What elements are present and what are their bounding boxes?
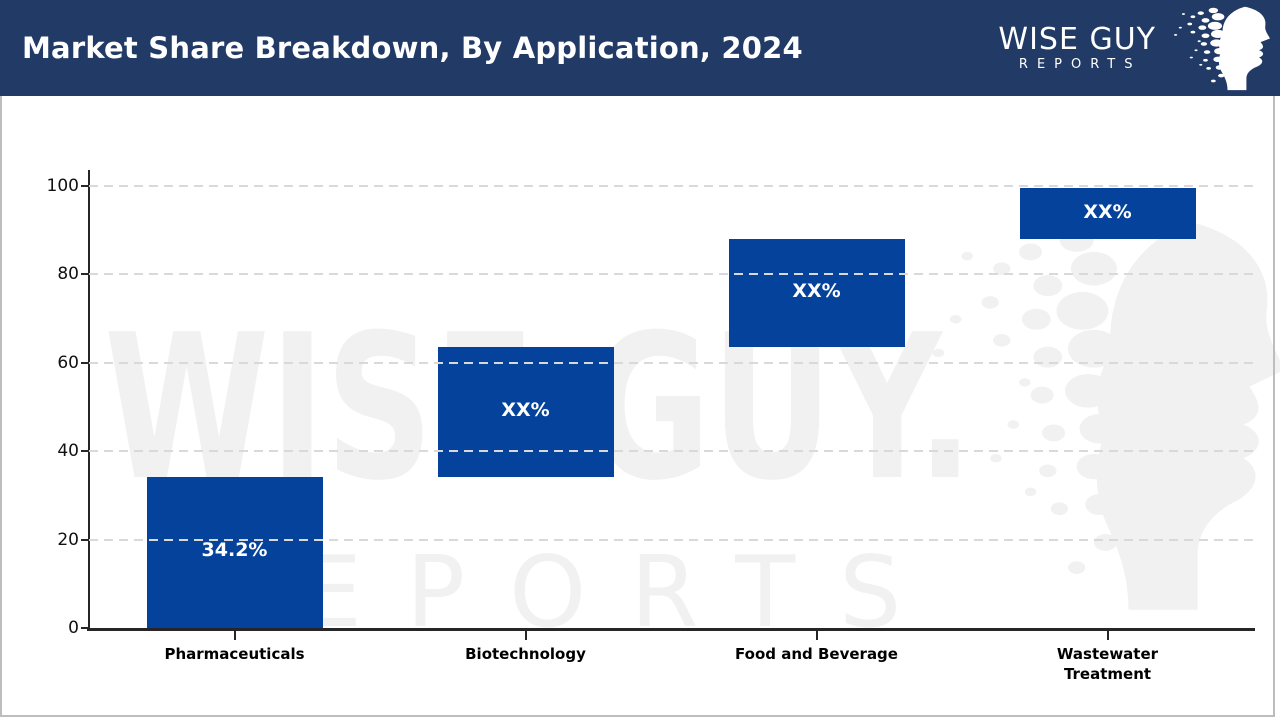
face-profile-icon xyxy=(1174,6,1270,91)
brand-logo: WISE GUY REPORTS xyxy=(998,0,1270,96)
y-tick-label-100: 100 xyxy=(46,176,79,196)
y-tick-label-60: 60 xyxy=(57,352,79,373)
header-bar: Market Share Breakdown, By Application, … xyxy=(0,0,1280,96)
y-tick-mark-80 xyxy=(81,273,89,276)
bar-value-label-0: 34.2% xyxy=(201,539,268,562)
gridline-80 xyxy=(89,273,1253,276)
bar-value-label-2: XX% xyxy=(792,280,841,303)
page-title: Market Share Breakdown, By Application, … xyxy=(22,31,803,65)
gridline-100 xyxy=(89,185,1253,187)
gridline-60 xyxy=(89,361,1253,364)
x-tick-mark-3 xyxy=(1106,631,1109,640)
bar-segment-2 xyxy=(728,239,905,348)
y-tick-mark-0 xyxy=(81,627,89,629)
x-tick-mark-0 xyxy=(233,631,236,640)
y-tick-label-20: 20 xyxy=(57,529,79,550)
x-category-label-0: Pharmaceuticals xyxy=(164,645,305,663)
chart-area: WISE GUY. REPORTS 0 20 40 60 80 100 34.2% Pharm… xyxy=(0,96,1280,720)
y-axis-spine xyxy=(88,170,90,631)
x-tick-mark-1 xyxy=(524,631,527,640)
x-tick-mark-2 xyxy=(815,631,818,640)
y-tick-mark-20 xyxy=(81,538,89,541)
bar-segment-3 xyxy=(1019,188,1196,240)
y-tick-mark-100 xyxy=(81,185,89,187)
brand-name: WISE GUY xyxy=(998,21,1156,57)
gridline-40 xyxy=(89,450,1253,453)
y-tick-label-40: 40 xyxy=(57,441,79,462)
y-tick-mark-40 xyxy=(81,450,89,453)
gridline-20 xyxy=(89,538,1253,541)
bar-value-label-3: XX% xyxy=(1083,200,1132,223)
bar-value-label-1: XX% xyxy=(501,399,550,422)
plot-region: 0 20 40 60 80 100 34.2% Pharmaceuticals XX% Biote… xyxy=(0,96,1280,720)
x-category-label-2: Food and Beverage xyxy=(735,645,898,663)
brand-logo-text: WISE GUY REPORTS xyxy=(998,24,1156,73)
brand-subname: REPORTS xyxy=(1018,57,1142,73)
watermark-face-icon xyxy=(932,222,1280,610)
x-axis-spine xyxy=(87,628,1255,631)
x-category-label-3: Wastewater Treatment xyxy=(1056,645,1159,684)
y-tick-label-0: 0 xyxy=(68,618,79,638)
x-category-label-1: Biotechnology xyxy=(465,645,586,663)
y-tick-label-80: 80 xyxy=(57,264,79,285)
y-tick-mark-60 xyxy=(81,361,89,364)
bar-segment-1 xyxy=(437,347,614,477)
bar-segment-0 xyxy=(146,476,323,628)
